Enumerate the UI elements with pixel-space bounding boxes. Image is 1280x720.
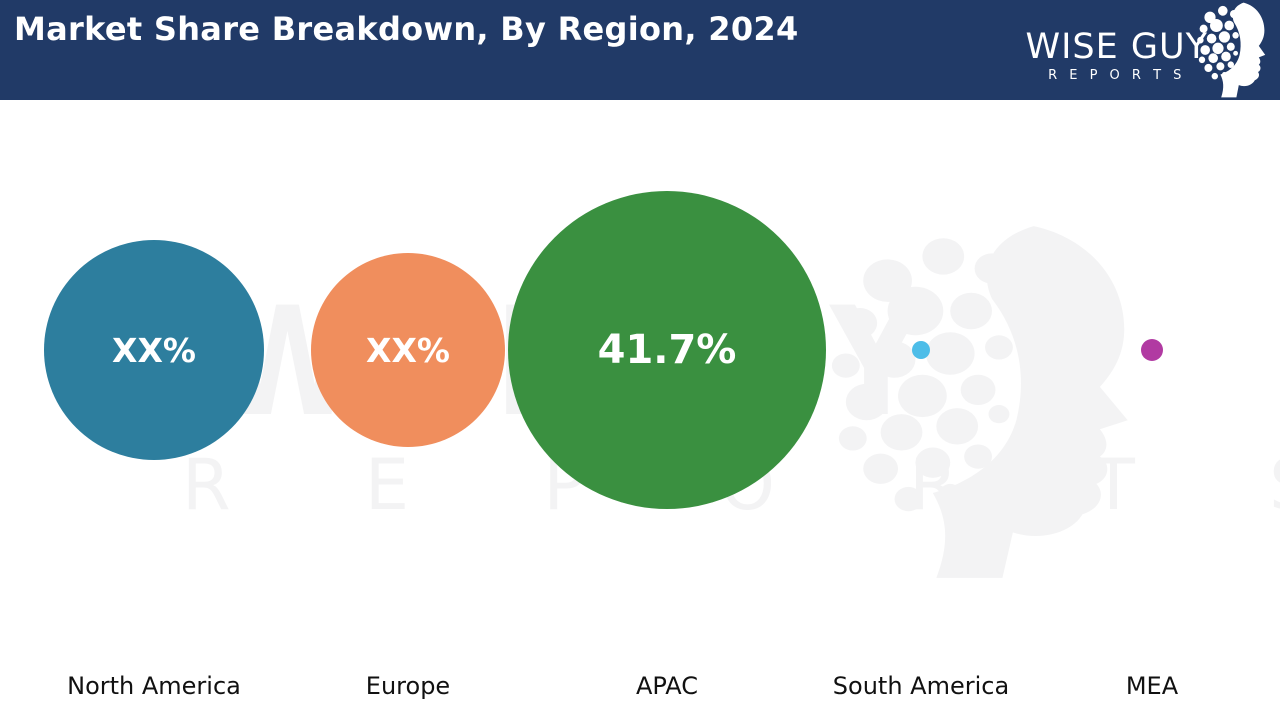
category-label-north-america: North America [67, 672, 241, 700]
category-label-south-america: South America [832, 672, 1010, 700]
logo-title: WISE GUY [1025, 27, 1208, 67]
bubble-value-apac: 41.7% [597, 327, 737, 373]
bubble-north-america: XX% [44, 240, 264, 460]
bubble-value-north-america: XX% [112, 330, 196, 370]
bubble-mea [1141, 339, 1163, 361]
bubble-value-europe: XX% [366, 330, 450, 370]
logo-subtitle: R E P O R T S [1048, 68, 1186, 83]
category-label-mea: MEA [1125, 672, 1179, 700]
logo-text: WISE GUY R E P O R T S [1025, 27, 1208, 83]
bubble-south-america [912, 341, 930, 359]
page-title: Market Share Breakdown, By Region, 2024 [14, 10, 799, 48]
header-bar: Market Share Breakdown, By Region, 2024 … [0, 0, 1280, 100]
category-label-apac: APAC [635, 672, 699, 700]
category-label-europe: Europe [365, 672, 451, 700]
bubble-apac: 41.7% [508, 191, 826, 509]
wiseguy-logo: WISE GUY R E P O R T S [1025, 0, 1274, 100]
bubble-europe: XX% [311, 253, 505, 447]
